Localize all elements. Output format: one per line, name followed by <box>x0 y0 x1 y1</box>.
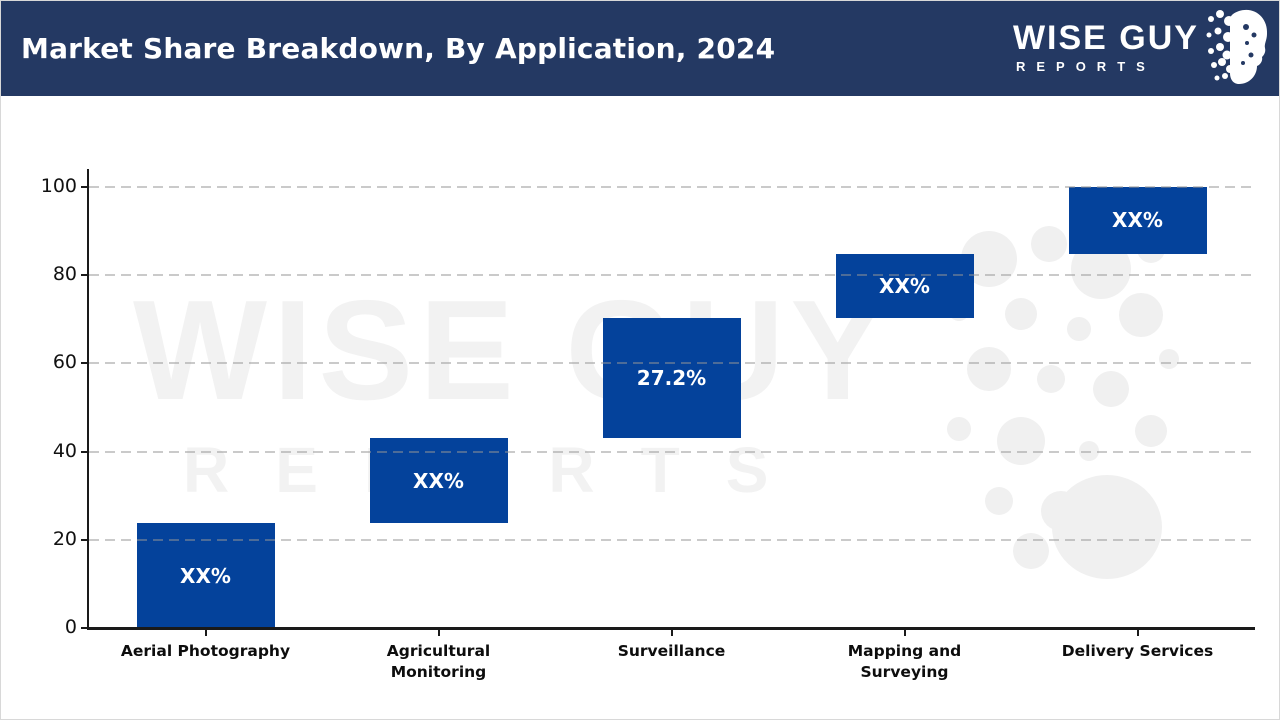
wiseguy-logo-face-icon <box>1206 9 1268 84</box>
category-label: Mapping and Surveying <box>785 641 1025 683</box>
gridline <box>89 538 1254 541</box>
y-tick-mark <box>81 186 89 188</box>
y-axis-line <box>87 169 89 629</box>
bar-value-label: XX% <box>1112 208 1163 233</box>
x-tick-mark <box>437 629 440 636</box>
x-axis-line <box>87 627 1255 630</box>
category-label: Agricultural Monitoring <box>319 641 559 683</box>
y-tick-mark <box>81 274 89 277</box>
category-label: Surveillance <box>552 641 792 662</box>
bar-segment: XX% <box>1068 187 1207 254</box>
bar-segment: XX% <box>835 253 974 319</box>
category-label-line: Surveillance <box>617 642 726 660</box>
category-label-line: Surveying <box>860 663 949 681</box>
category-label-line: Agricultural <box>386 642 491 660</box>
y-tick-label: 100 <box>40 175 77 197</box>
header: Market Share Breakdown, By Application, … <box>1 1 1279 96</box>
y-tick-mark <box>81 362 89 365</box>
y-tick-label: 60 <box>52 351 77 374</box>
y-tick-label: 40 <box>52 439 77 462</box>
category-label-line: Mapping and <box>847 642 962 660</box>
y-tick-mark <box>81 538 89 541</box>
category-label-line: Monitoring <box>390 663 487 681</box>
x-tick-mark <box>204 629 207 636</box>
category-label: Aerial Photography <box>86 641 326 662</box>
y-tick-label: 0 <box>64 616 77 638</box>
bar-value-label: XX% <box>879 273 930 298</box>
logo-name: WISE GUY <box>1012 19 1199 57</box>
category-label-line: Aerial Photography <box>120 642 291 660</box>
bar-value-label: 27.2% <box>636 366 707 391</box>
y-tick-mark <box>81 627 89 629</box>
watermark-text-line1: WISE GUY <box>133 271 892 430</box>
y-tick-mark <box>81 450 89 453</box>
y-tick-label: 20 <box>52 527 77 550</box>
gridline <box>89 450 1254 453</box>
gridline <box>89 362 1254 365</box>
y-tick-label: 80 <box>52 263 77 286</box>
gridline <box>89 186 1254 188</box>
category-label: Delivery Services <box>1018 641 1258 662</box>
category-label-line: Delivery Services <box>1061 642 1214 660</box>
bar-segment: 27.2% <box>602 318 741 439</box>
wiseguy-logo: WISE GUY REPORTS <box>1013 5 1273 89</box>
logo-tagline: REPORTS <box>1015 59 1156 74</box>
wiseguy-logo-text: WISE GUY REPORTS <box>1013 20 1199 74</box>
gridline <box>89 274 1254 277</box>
x-tick-mark <box>1136 629 1139 636</box>
bar-value-label: XX% <box>180 563 231 588</box>
page-title: Market Share Breakdown, By Application, … <box>21 32 776 65</box>
bar-value-label: XX% <box>413 468 464 493</box>
x-tick-mark <box>903 629 906 636</box>
x-tick-mark <box>670 629 673 636</box>
